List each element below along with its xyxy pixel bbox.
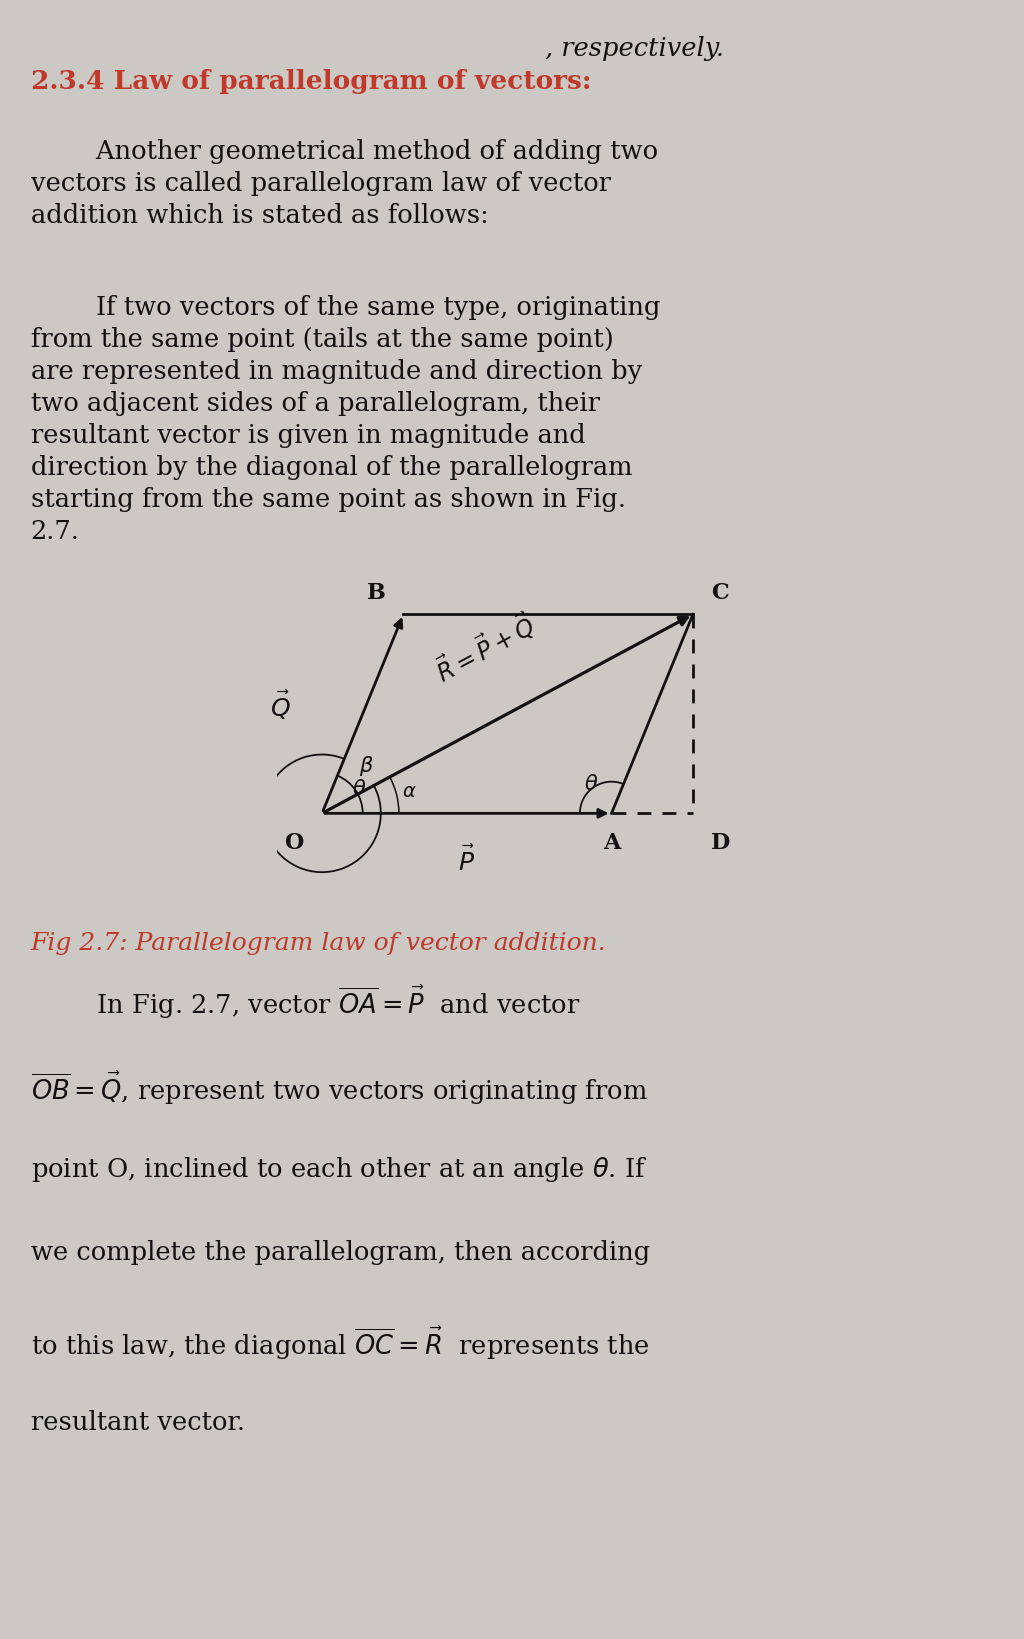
Text: point O, inclined to each other at an angle $\theta$. If: point O, inclined to each other at an an… [31,1154,647,1183]
Text: $\beta$: $\beta$ [358,754,373,777]
Text: to this law, the diagonal $\overline{OC}=\vec{R}$  represents the: to this law, the diagonal $\overline{OC}… [31,1324,649,1362]
Text: 2.3.4 Law of parallelogram of vectors:: 2.3.4 Law of parallelogram of vectors: [31,69,591,93]
Text: $\vec{P}$: $\vec{P}$ [459,846,475,875]
Text: we complete the parallelogram, then according: we complete the parallelogram, then acco… [31,1239,650,1264]
Text: resultant vector.: resultant vector. [31,1410,245,1434]
Text: In Fig. 2.7, vector $\overline{OA}=\vec{P}$  and vector: In Fig. 2.7, vector $\overline{OA}=\vec{… [31,983,581,1021]
Text: A: A [603,833,621,854]
Text: $\theta$: $\theta$ [352,779,367,798]
Text: $\vec{R}=\vec{P}+\vec{Q}$: $\vec{R}=\vec{P}+\vec{Q}$ [429,606,541,687]
Text: Fig 2.7: Parallelogram law of vector addition.: Fig 2.7: Parallelogram law of vector add… [31,931,606,954]
Text: B: B [367,582,385,603]
Text: , respectively.: , respectively. [546,36,724,61]
Text: If two vectors of the same type, originating
from the same point (tails at the s: If two vectors of the same type, origina… [31,295,660,544]
Text: $\alpha$: $\alpha$ [402,783,417,801]
Text: C: C [711,582,729,603]
Text: D: D [711,833,730,854]
Text: $\overline{OB}=\vec{Q}$, represent two vectors originating from: $\overline{OB}=\vec{Q}$, represent two v… [31,1069,647,1106]
Text: $\vec{Q}$: $\vec{Q}$ [269,688,291,721]
Text: O: O [285,833,304,854]
Text: $\theta$: $\theta$ [584,774,599,793]
Text: Another geometrical method of adding two
vectors is called parallelogram law of : Another geometrical method of adding two… [31,139,657,228]
